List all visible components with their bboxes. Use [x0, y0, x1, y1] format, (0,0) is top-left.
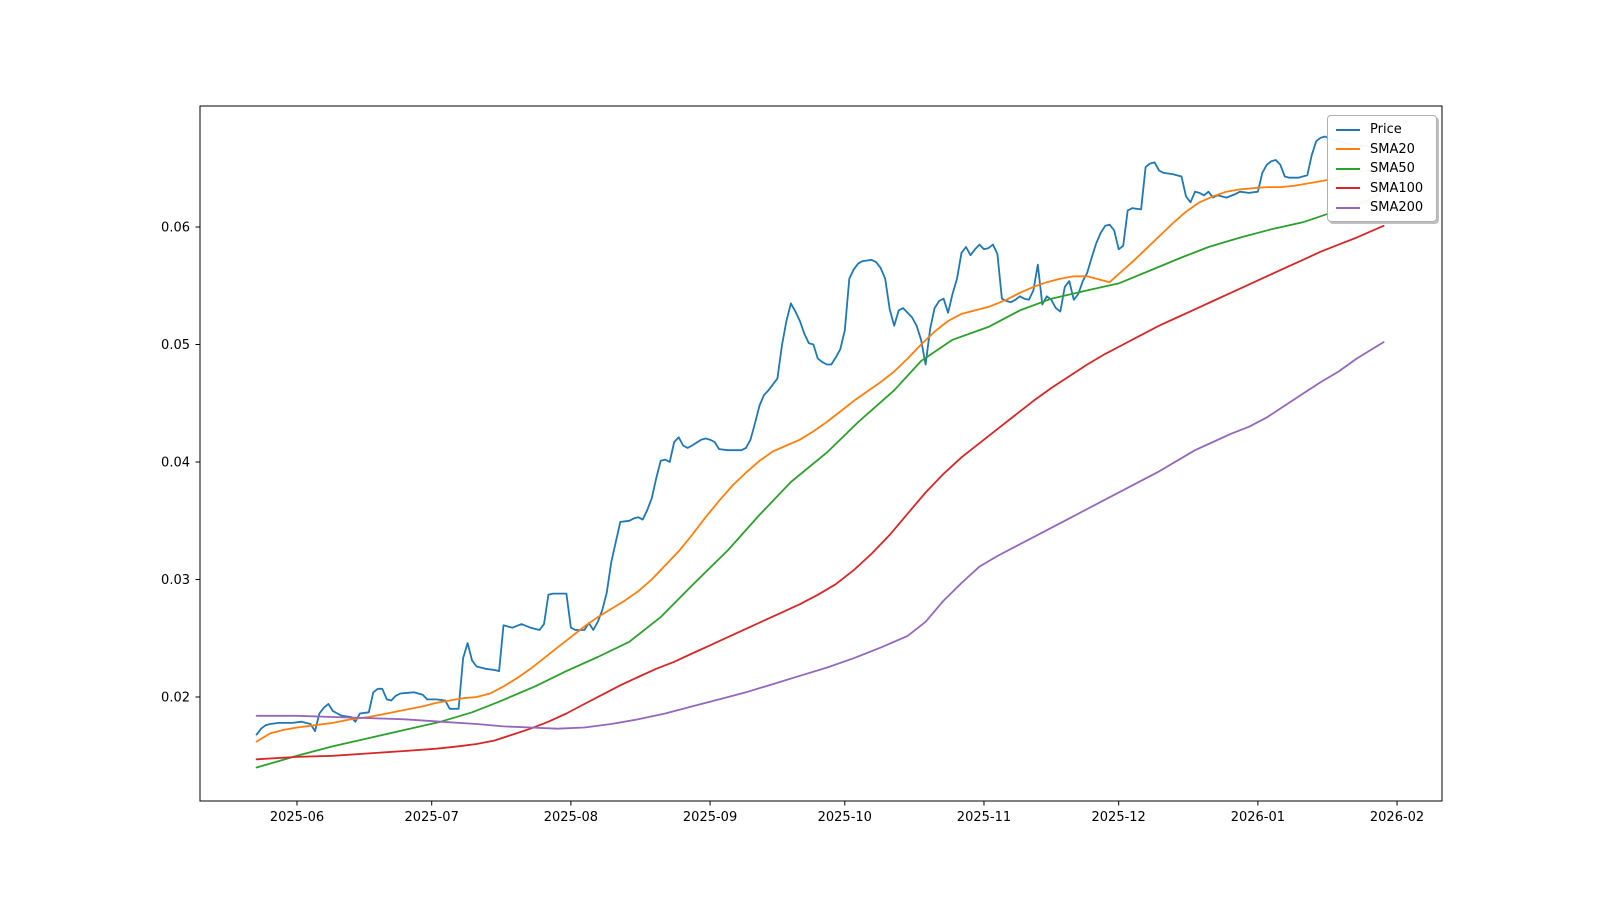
price-line-swatch: [1336, 128, 1360, 131]
x-tick-label: 2025-12: [1092, 810, 1146, 825]
sma20-line: [255, 166, 1385, 743]
legend-label-sma50: SMA50: [1370, 161, 1415, 177]
y-tick-label: 0.06: [161, 221, 190, 236]
legend-item-sma50: SMA50: [1328, 159, 1436, 179]
legend-label-sma20: SMA20: [1370, 141, 1415, 157]
legend: Price SMA20 SMA50 SMA100 SMA200: [1327, 115, 1437, 222]
x-tick-label: 2025-10: [818, 810, 872, 825]
sma100-line-swatch: [1336, 187, 1360, 190]
sma50-line-swatch: [1336, 167, 1360, 170]
sma100-line: [255, 224, 1385, 761]
legend-item-sma200: SMA200: [1328, 198, 1436, 218]
legend-label-sma100: SMA100: [1370, 180, 1424, 196]
legend-item-price: Price: [1328, 120, 1436, 140]
legend-label-sma200: SMA200: [1370, 200, 1424, 216]
legend-label-price: Price: [1370, 122, 1402, 138]
x-tick-label: 2026-02: [1370, 810, 1424, 825]
x-tick-label: 2025-11: [957, 810, 1011, 825]
y-tick-label: 0.02: [161, 691, 190, 706]
x-tick-label: 2025-09: [683, 810, 737, 825]
x-tick-label: 2025-06: [270, 810, 324, 825]
price-line: [255, 135, 1385, 736]
x-tick-label: 2025-07: [405, 810, 459, 825]
y-tick-label: 0.03: [161, 573, 190, 588]
sma200-line: [255, 341, 1385, 730]
legend-item-sma20: SMA20: [1328, 140, 1436, 160]
y-tick-label: 0.05: [161, 338, 190, 353]
legend-item-sma100: SMA100: [1328, 179, 1436, 199]
x-tick-label: 2026-01: [1231, 810, 1285, 825]
sma200-line-swatch: [1336, 206, 1360, 209]
sma20-line-swatch: [1336, 148, 1360, 151]
y-tick-label: 0.04: [161, 456, 190, 471]
sma50-line: [255, 190, 1385, 769]
x-tick-label: 2025-08: [544, 810, 598, 825]
axes-frame: [199, 105, 1443, 802]
